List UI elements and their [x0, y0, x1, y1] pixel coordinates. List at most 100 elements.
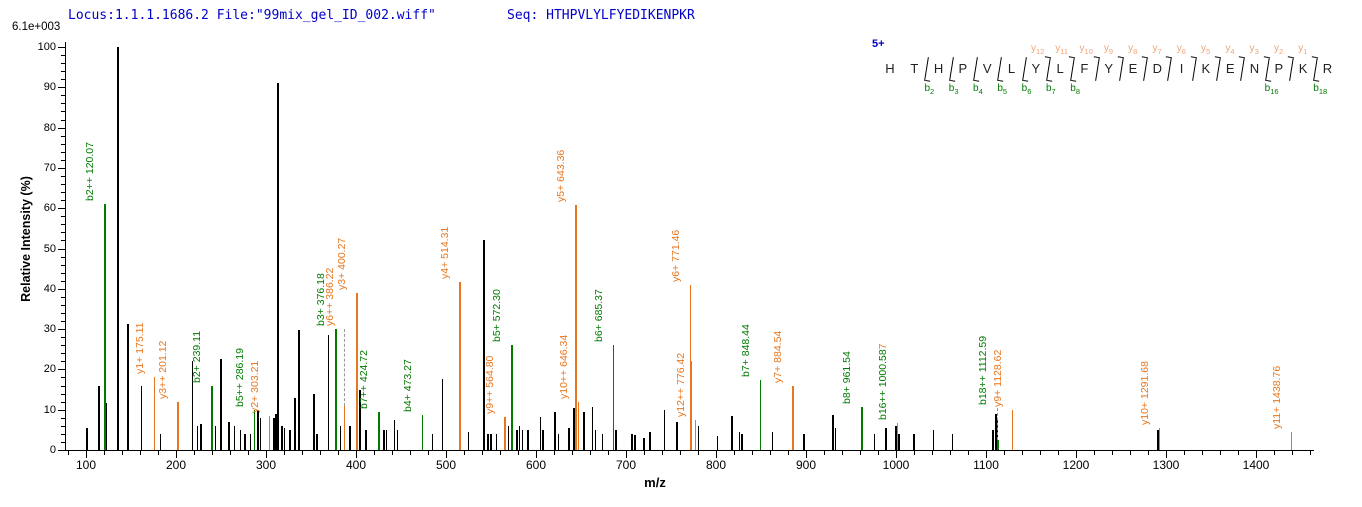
x-tick — [338, 451, 339, 455]
labeled-peak — [378, 411, 380, 450]
peak-label: y9+ 1128.62 — [991, 349, 1004, 407]
peak — [490, 433, 492, 450]
peak — [316, 433, 318, 450]
labeled-peak — [253, 409, 256, 450]
peak-label: y6++ 386.22 — [323, 267, 336, 327]
y-cleavage-foot — [1312, 56, 1318, 59]
x-tick — [158, 451, 159, 455]
peak — [220, 359, 222, 450]
labeled-peak — [997, 439, 999, 450]
peak — [716, 435, 719, 450]
b-ion-label: b16 — [1264, 83, 1279, 96]
x-tick — [176, 451, 177, 458]
x-tick — [590, 451, 591, 455]
peak — [992, 429, 994, 450]
residue-letter: N — [1249, 61, 1260, 76]
x-tick — [518, 451, 519, 455]
peak — [487, 433, 489, 450]
y-tick — [61, 216, 65, 218]
peak — [259, 417, 262, 450]
peak — [539, 416, 542, 450]
peak — [359, 389, 361, 450]
x-tick — [770, 451, 771, 455]
labeled-peak — [1290, 431, 1293, 450]
y-tick — [61, 401, 65, 403]
peak — [594, 429, 596, 450]
peak — [273, 417, 275, 450]
residue-letter: P — [958, 61, 968, 76]
peak-label-suffix: 7 — [876, 343, 889, 350]
y-tick — [61, 296, 65, 298]
y-tick — [61, 425, 65, 427]
x-tick — [1220, 451, 1221, 455]
b-ion-label: b4 — [973, 83, 983, 96]
y-tick — [61, 192, 65, 194]
labeled-peak — [343, 406, 346, 450]
peak — [383, 429, 385, 450]
x-tick — [248, 451, 249, 455]
peak — [441, 379, 443, 450]
y-tick — [58, 47, 65, 48]
y-tick — [61, 433, 65, 435]
peak — [643, 437, 645, 450]
peak — [634, 435, 636, 450]
x-tick — [1058, 451, 1059, 455]
labeled-peak — [177, 401, 179, 450]
x-tick — [1004, 451, 1005, 455]
y-tick — [61, 312, 65, 314]
peak — [895, 425, 897, 450]
y-ion-label: y6 — [1176, 43, 1186, 56]
peak — [573, 408, 575, 450]
peak — [676, 421, 678, 450]
x-tick — [680, 451, 681, 455]
x-tick — [752, 451, 753, 455]
x-tick — [788, 451, 789, 455]
x-tick — [1166, 451, 1167, 458]
x-tick — [194, 451, 195, 455]
y-cleavage-foot — [1239, 56, 1245, 59]
x-tick-label: 700 — [615, 458, 637, 472]
x-tick — [896, 451, 897, 458]
y-cleavage-foot — [1044, 56, 1050, 59]
y-tick — [61, 111, 65, 113]
x-tick — [806, 451, 807, 458]
x-tick — [410, 451, 411, 455]
residue-letter: D — [1152, 61, 1162, 76]
x-tick — [734, 451, 735, 455]
peak — [105, 402, 108, 450]
x-tick — [1148, 451, 1149, 455]
x-tick — [302, 451, 303, 455]
b-cleavage-foot — [949, 79, 955, 82]
peak-label: b8+ 961.54 — [841, 351, 854, 404]
y-ion-label: y10 — [1079, 43, 1093, 56]
y-cleavage-foot — [1069, 56, 1075, 59]
peak — [542, 429, 544, 450]
y-tick — [61, 95, 65, 97]
y-ion-label: y12 — [1030, 43, 1045, 56]
peak — [349, 425, 351, 450]
x-tick — [104, 451, 105, 455]
x-tick — [1202, 451, 1203, 455]
x-tick — [1112, 451, 1113, 455]
peak-label: y10+ 1291.68 — [1138, 360, 1151, 425]
peak — [873, 433, 875, 450]
b-ion-label: b18 — [1313, 83, 1328, 96]
y-tick — [61, 232, 65, 234]
x-tick — [212, 451, 213, 455]
y-tick — [61, 353, 65, 355]
x-tick — [1274, 451, 1275, 455]
peak — [98, 385, 100, 450]
y-tick — [61, 79, 65, 81]
labeled-peak — [104, 204, 107, 450]
x-tick-label: 400 — [345, 458, 367, 472]
peak-label: y3++ 201.12 — [157, 340, 169, 399]
x-tick — [536, 451, 537, 458]
y-tick — [61, 321, 65, 323]
y-tick — [58, 329, 65, 331]
y-tick — [61, 345, 65, 347]
header-sequence: Seq: HTHPVLYLFYEDIKENPKR — [507, 8, 695, 23]
x-tick — [626, 451, 627, 458]
y-tick — [58, 248, 65, 250]
peak — [233, 425, 236, 450]
